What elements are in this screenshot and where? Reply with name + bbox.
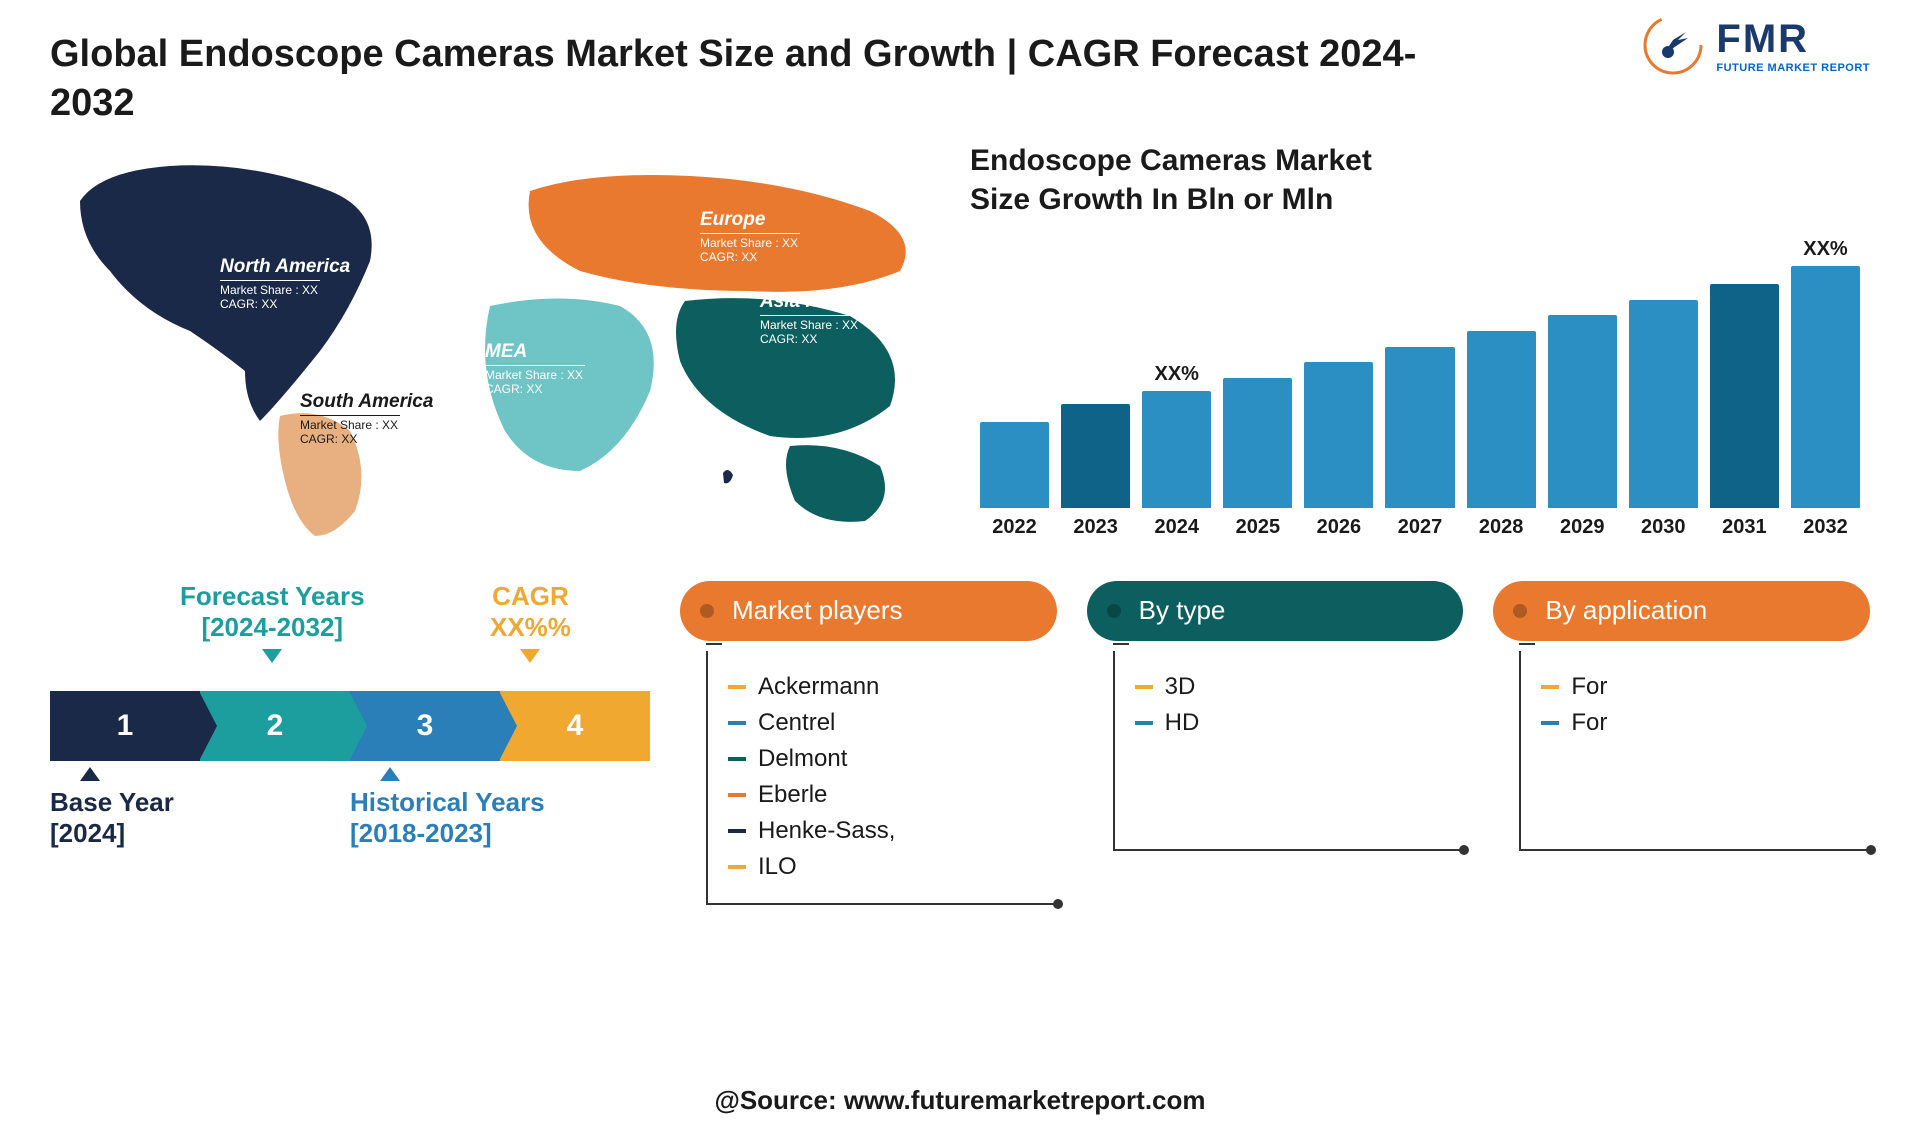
bar-2022: 2022 (980, 422, 1049, 539)
bar-2032: XX%2032 (1791, 266, 1860, 539)
bar-2031: 2031 (1710, 284, 1779, 539)
info-col-0: Market players AckermannCentrelDelmontEbe… (680, 581, 1057, 905)
info-header-0: Market players (680, 581, 1057, 641)
bar-label-2032: 2032 (1803, 516, 1848, 539)
bar-chart-section: Endoscope Cameras Market Size Growth In … (970, 141, 1870, 541)
bar-label-2030: 2030 (1641, 516, 1686, 539)
bar-label-2022: 2022 (992, 516, 1037, 539)
bar-2024: XX%2024 (1142, 391, 1211, 539)
info-body-1: 3DHD (1113, 651, 1464, 851)
bar-2026: 2026 (1304, 362, 1373, 539)
info-item-2-1: For (1541, 705, 1860, 741)
info-item-1-0: 3D (1135, 669, 1454, 705)
logo-sub-text: FUTURE MARKET REPORT (1716, 62, 1870, 74)
bar-label-2027: 2027 (1398, 516, 1443, 539)
info-item-0-2: Delmont (728, 741, 1047, 777)
bar-2023: 2023 (1061, 404, 1130, 539)
info-item-1-1: HD (1135, 705, 1454, 741)
timeline-section: Forecast Years[2024-2032] CAGRXX%% 1234 B… (50, 581, 650, 905)
info-item-0-0: Ackermann (728, 669, 1047, 705)
bar-2028: 2028 (1467, 331, 1536, 539)
map-region-europe: EuropeMarket Share : XXCAGR: XX (700, 209, 800, 264)
chart-title: Endoscope Cameras Market Size Growth In … (970, 141, 1420, 219)
bar-label-2024: 2024 (1154, 516, 1199, 539)
map-region-north-america: North AmericaMarket Share : XXCAGR: XX (220, 256, 350, 311)
fmr-logo: FMR FUTURE MARKET REPORT (1638, 10, 1870, 80)
bar-annotation-2032: XX% (1803, 238, 1847, 261)
info-header-2: By application (1493, 581, 1870, 641)
page-title: Global Endoscope Cameras Market Size and… (50, 30, 1450, 129)
timeline-bottom-label-2: Historical Years[2018-2023] (350, 767, 545, 849)
logo-fmr-text: FMR (1716, 17, 1870, 62)
info-item-0-4: Henke-Sass, (728, 813, 1047, 849)
info-body-2: ForFor (1519, 651, 1870, 851)
timeline-top-label-1: Forecast Years[2024-2032] (180, 581, 365, 663)
info-item-0-1: Centrel (728, 705, 1047, 741)
bar-2027: 2027 (1385, 347, 1454, 539)
map-region-south-america: South AmericaMarket Share : XXCAGR: XX (300, 391, 433, 446)
bar-2029: 2029 (1548, 315, 1617, 538)
timeline-step-3: 3 (350, 691, 500, 761)
bar-label-2025: 2025 (1236, 516, 1281, 539)
bar-label-2028: 2028 (1479, 516, 1524, 539)
bar-label-2029: 2029 (1560, 516, 1605, 539)
timeline-bottom-label-0: Base Year[2024] (50, 767, 174, 849)
world-map: North AmericaMarket Share : XXCAGR: XX So… (50, 141, 950, 541)
bar-label-2026: 2026 (1317, 516, 1362, 539)
bar-annotation-2024: XX% (1155, 363, 1199, 386)
timeline-top-label-3: CAGRXX%% (490, 581, 571, 663)
info-item-2-0: For (1541, 669, 1860, 705)
info-col-1: By type 3DHD (1087, 581, 1464, 905)
source-text: @Source: www.futuremarketreport.com (714, 1085, 1205, 1116)
timeline-step-2: 2 (200, 691, 350, 761)
bar-2030: 2030 (1629, 300, 1698, 539)
timeline-step-1: 1 (50, 691, 200, 761)
info-body-0: AckermannCentrelDelmontEberleHenke-Sass,… (706, 651, 1057, 905)
bar-label-2023: 2023 (1073, 516, 1118, 539)
bar-label-2031: 2031 (1722, 516, 1767, 539)
map-region-mea: MEAMarket Share : XXCAGR: XX (485, 341, 585, 396)
info-col-2: By application ForFor (1493, 581, 1870, 905)
timeline-step-4: 4 (500, 691, 650, 761)
info-item-0-5: ILO (728, 849, 1047, 885)
bar-chart: 20222023XX%20242025202620272028202920302… (970, 239, 1870, 539)
logo-icon (1638, 10, 1708, 80)
map-region-asia-pacific: Asia PacificMarket Share : XXCAGR: XX (760, 291, 867, 346)
info-item-0-3: Eberle (728, 777, 1047, 813)
info-header-1: By type (1087, 581, 1464, 641)
bar-2025: 2025 (1223, 378, 1292, 539)
